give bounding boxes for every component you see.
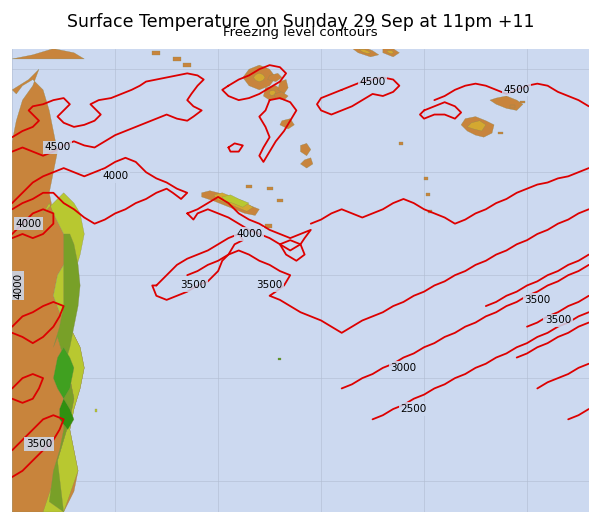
Polygon shape: [426, 194, 430, 196]
Polygon shape: [399, 142, 403, 145]
Polygon shape: [49, 234, 80, 512]
Text: Surface Temperature on Sunday 29 Sep at 11pm +11: Surface Temperature on Sunday 29 Sep at …: [67, 13, 534, 31]
Polygon shape: [222, 195, 249, 207]
Polygon shape: [246, 185, 252, 188]
Polygon shape: [173, 57, 181, 61]
Polygon shape: [95, 409, 97, 412]
Text: 3000: 3000: [391, 363, 416, 373]
Polygon shape: [278, 79, 288, 94]
Polygon shape: [12, 49, 84, 59]
Text: Freezing level contours: Freezing level contours: [223, 26, 378, 38]
Text: 2500: 2500: [401, 404, 427, 414]
Text: 4000: 4000: [236, 229, 262, 239]
Text: 3500: 3500: [545, 315, 571, 326]
Polygon shape: [280, 119, 294, 129]
Polygon shape: [273, 92, 288, 100]
Polygon shape: [300, 143, 311, 156]
Polygon shape: [490, 96, 523, 111]
Polygon shape: [424, 177, 428, 180]
Polygon shape: [12, 69, 84, 512]
Polygon shape: [59, 399, 74, 430]
Polygon shape: [277, 199, 283, 202]
Polygon shape: [269, 91, 276, 95]
Polygon shape: [254, 73, 265, 82]
Polygon shape: [383, 49, 399, 57]
Polygon shape: [152, 51, 160, 55]
Polygon shape: [263, 86, 282, 100]
Text: 4500: 4500: [44, 142, 71, 153]
Text: 4000: 4000: [13, 272, 23, 298]
Polygon shape: [266, 187, 273, 190]
Polygon shape: [266, 224, 272, 228]
Polygon shape: [43, 193, 84, 512]
Text: 4500: 4500: [504, 85, 530, 95]
Polygon shape: [387, 51, 394, 54]
Polygon shape: [520, 101, 525, 103]
Polygon shape: [461, 117, 494, 137]
Polygon shape: [267, 73, 282, 81]
Text: 3500: 3500: [257, 281, 282, 290]
Text: 4500: 4500: [359, 77, 386, 87]
Polygon shape: [359, 50, 371, 54]
Text: 3500: 3500: [524, 295, 551, 305]
Polygon shape: [428, 210, 432, 213]
Polygon shape: [243, 65, 276, 90]
Text: 3500: 3500: [180, 281, 207, 290]
Text: 4000: 4000: [102, 172, 128, 181]
Polygon shape: [202, 191, 259, 216]
Text: 4000: 4000: [16, 219, 41, 229]
Polygon shape: [468, 121, 486, 131]
Polygon shape: [278, 357, 281, 359]
Text: 3500: 3500: [26, 439, 52, 449]
Polygon shape: [214, 193, 253, 211]
Polygon shape: [350, 47, 379, 57]
Polygon shape: [183, 63, 191, 67]
Polygon shape: [498, 132, 502, 134]
Polygon shape: [510, 105, 515, 108]
Polygon shape: [300, 158, 313, 168]
Polygon shape: [53, 347, 74, 399]
